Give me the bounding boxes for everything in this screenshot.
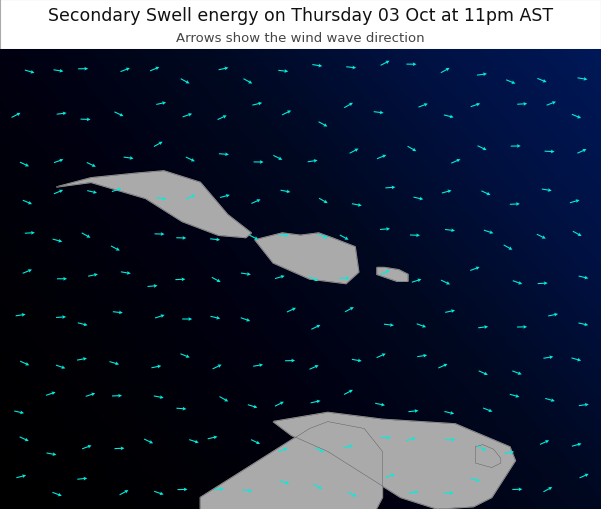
Polygon shape [255,234,359,284]
Text: Arrows show the wind wave direction: Arrows show the wind wave direction [176,33,425,45]
Text: Secondary Swell energy on Thursday 03 Oct at 11pm AST: Secondary Swell energy on Thursday 03 Oc… [48,7,553,25]
Polygon shape [273,413,516,509]
Polygon shape [377,268,408,282]
Polygon shape [200,422,382,509]
Polygon shape [56,172,251,238]
Polygon shape [475,445,501,468]
